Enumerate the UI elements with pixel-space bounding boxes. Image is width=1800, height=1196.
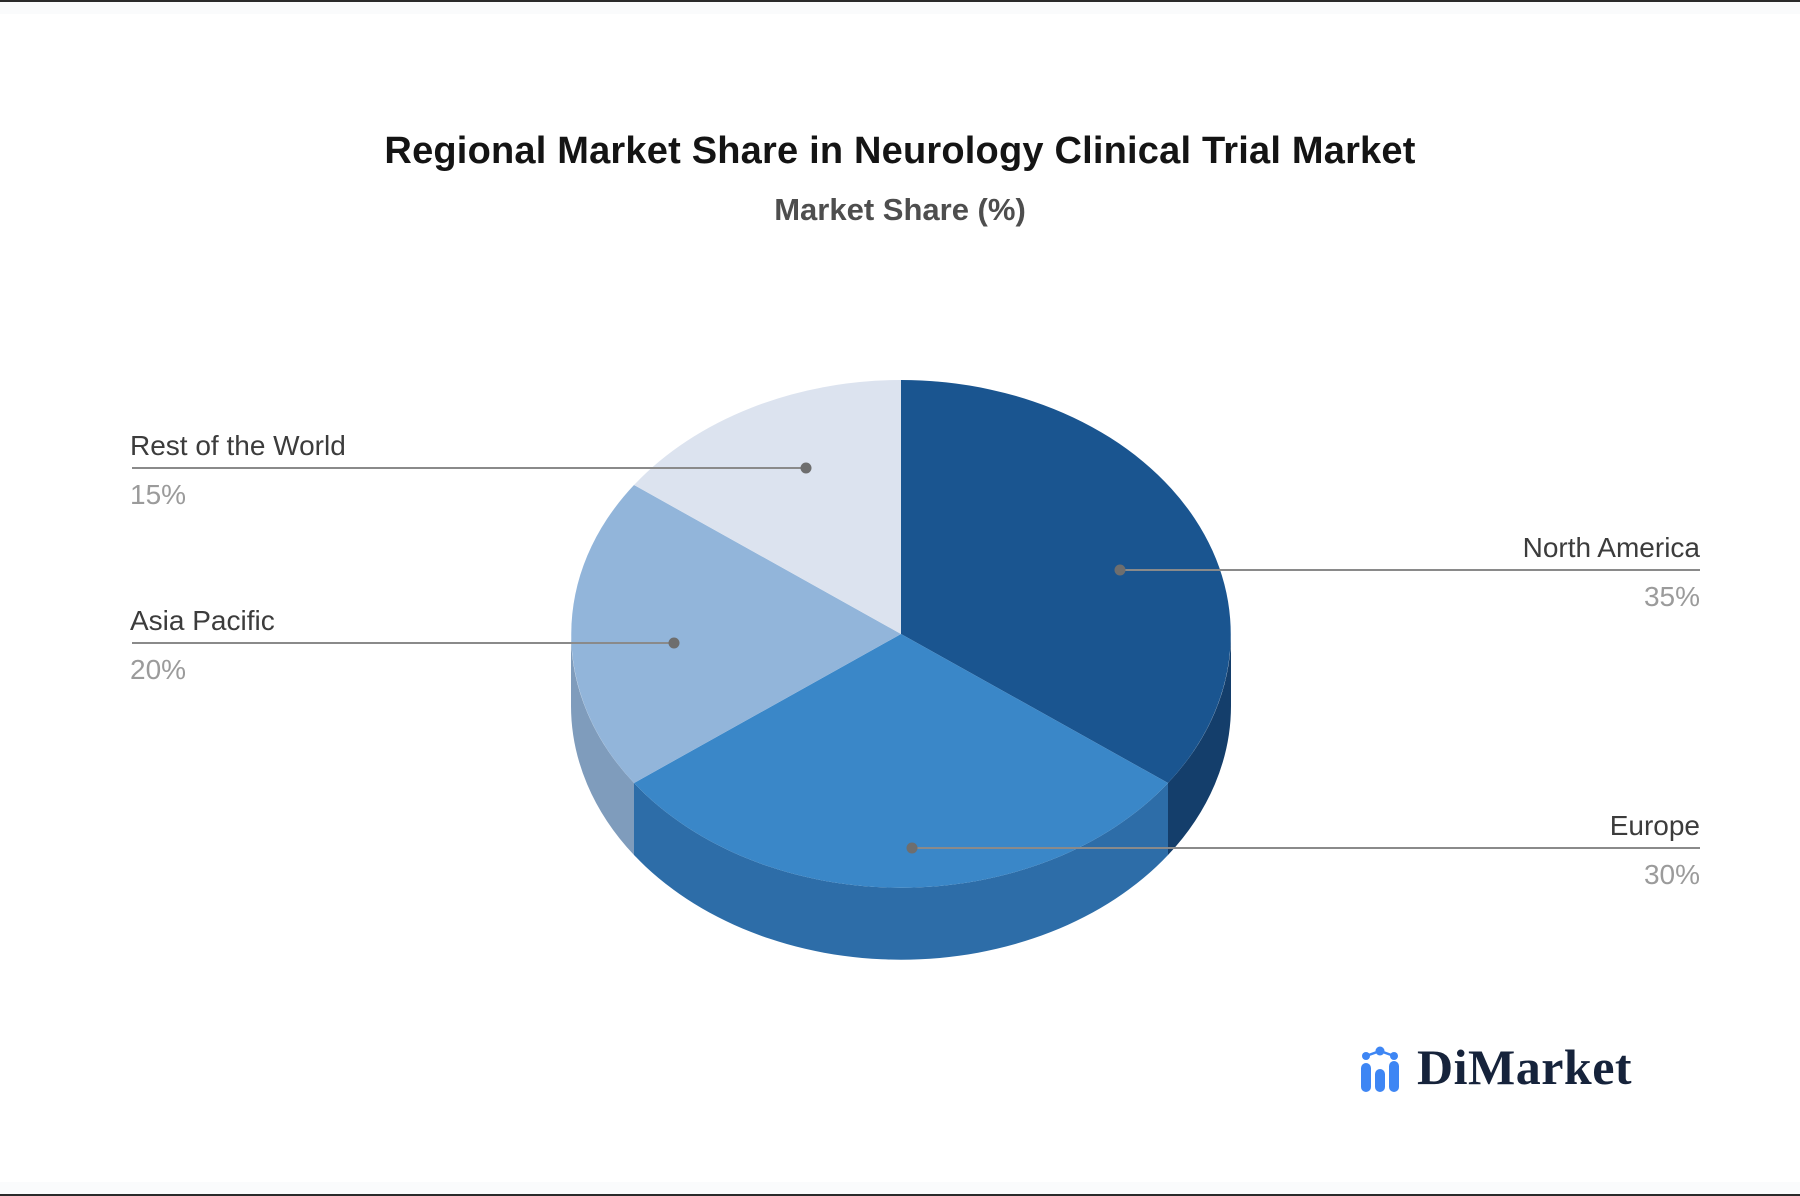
value-north-america: 35% <box>1643 581 1700 612</box>
connector-rest-of-world <box>132 462 812 474</box>
connector-dot <box>800 462 812 474</box>
pie-slice-asia-pacific[interactable] <box>571 485 901 783</box>
pie-slice-north-america[interactable] <box>901 380 1231 783</box>
value-asia-pacific: 20% <box>130 654 187 685</box>
connector-north-america <box>1114 564 1700 576</box>
value-europe: 30% <box>1643 859 1700 890</box>
connector-dot <box>668 637 680 649</box>
bottom-border <box>0 1182 1800 1196</box>
pie-slice-rest-of-world[interactable] <box>634 380 901 634</box>
pie-side-europe <box>634 783 1168 960</box>
pie-slice-europe[interactable] <box>634 634 1168 888</box>
label-rest-of-world: Rest of the World <box>130 430 346 461</box>
connector-dot <box>1114 564 1126 576</box>
brand-logo: DiMarket <box>1360 1042 1632 1094</box>
connector-europe <box>906 842 1700 854</box>
connector-asia-pacific <box>132 637 680 649</box>
label-north-america: North America <box>1522 532 1700 563</box>
connector-dot <box>906 842 918 854</box>
brand-logo-text: DiMarket <box>1417 1039 1633 1095</box>
label-europe: Europe <box>1609 810 1700 841</box>
value-rest-of-world: 15% <box>130 479 187 510</box>
chart-subtitle: Market Share (%) <box>774 192 1026 227</box>
top-border <box>0 0 1800 14</box>
pie-side-north-america <box>1168 634 1231 855</box>
chart-title: Regional Market Share in Neurology Clini… <box>384 130 1416 172</box>
label-asia-pacific: Asia Pacific <box>130 605 275 636</box>
pie-side-asia-pacific <box>571 634 634 855</box>
bar-chart-icon <box>1361 1046 1399 1092</box>
